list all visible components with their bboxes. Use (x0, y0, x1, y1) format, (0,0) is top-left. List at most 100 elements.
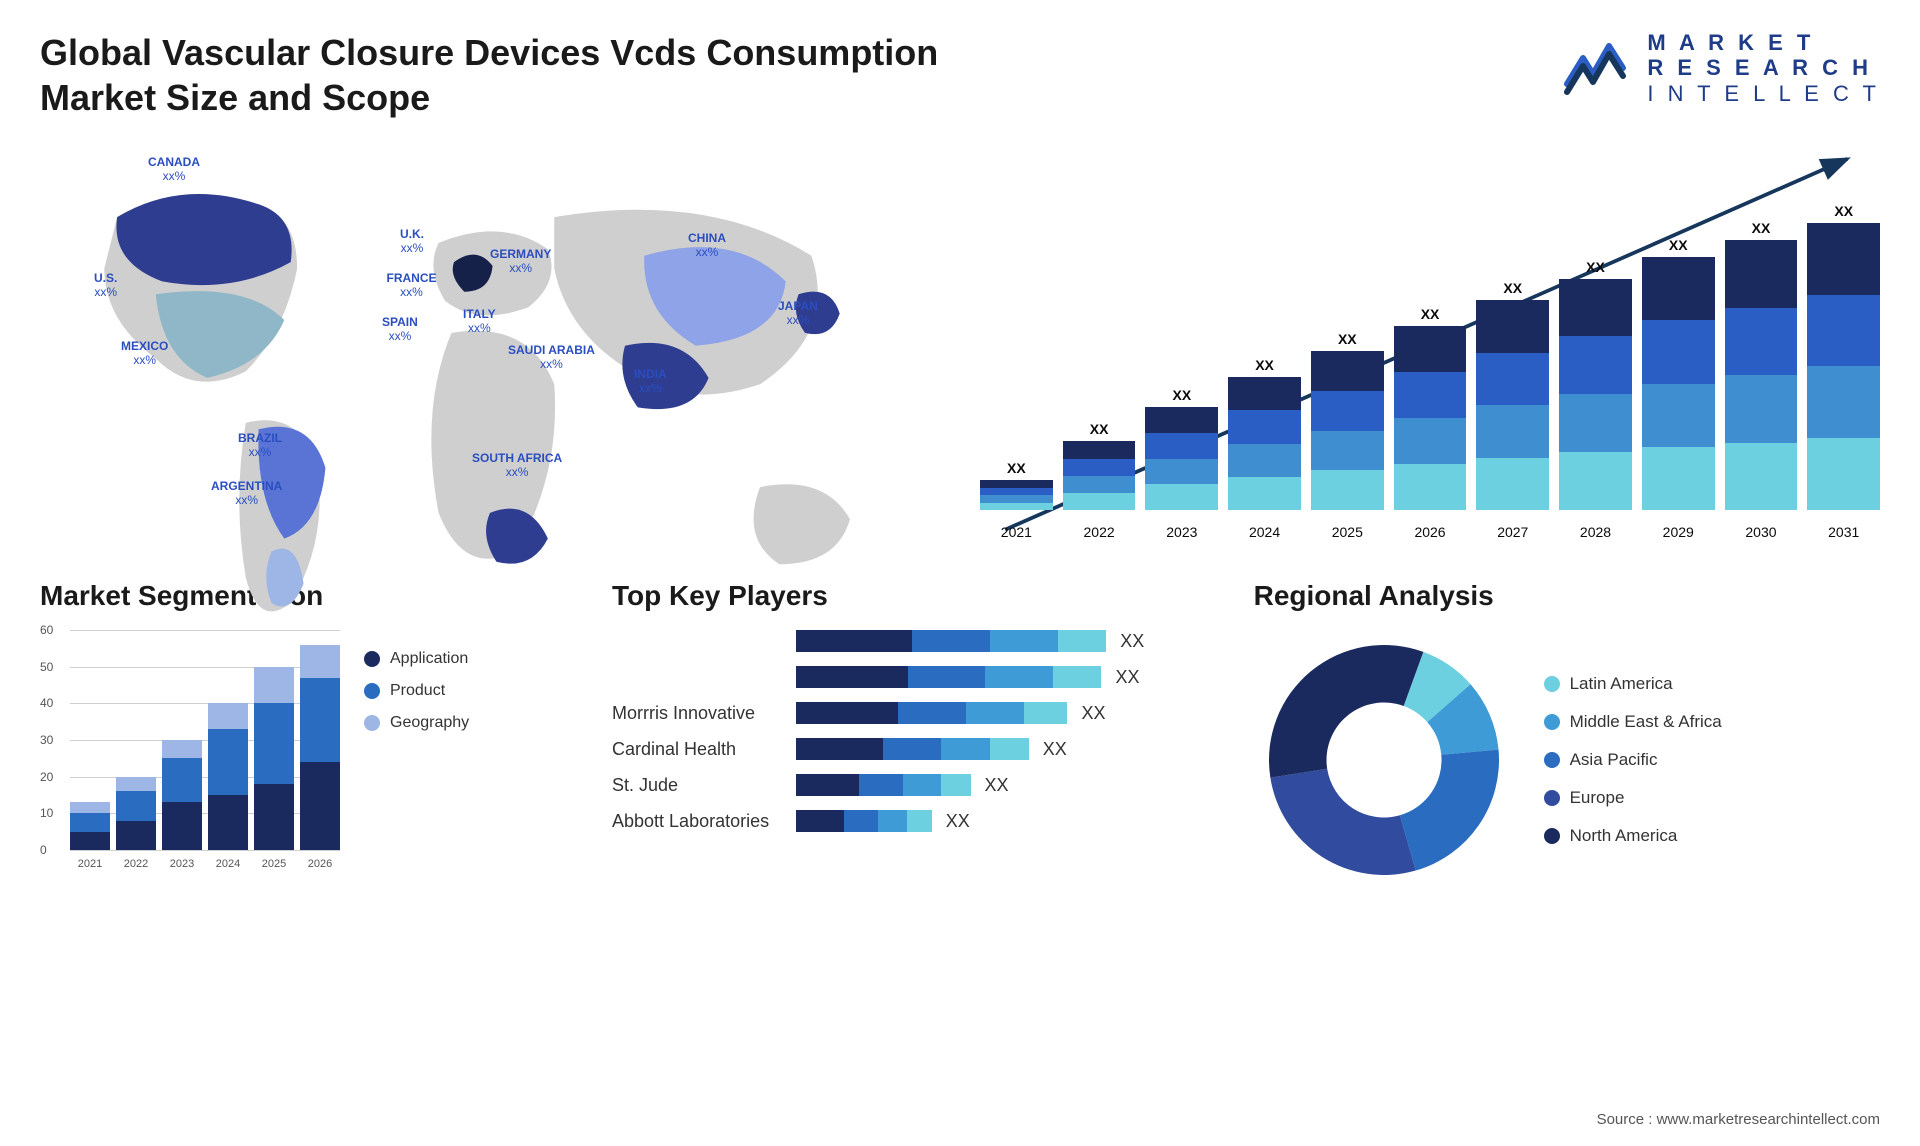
trend-year-tick: 2022 (1063, 524, 1136, 540)
donut-slice (1399, 750, 1498, 871)
seg-year-tick: 2025 (254, 858, 294, 870)
player-row: Cardinal Health XX (612, 738, 1204, 760)
seg-ytick: 30 (40, 733, 53, 747)
logo-line-3: I N T E L L E C T (1647, 81, 1880, 106)
seg-ytick: 10 (40, 806, 53, 820)
market-trend-chart: XXXXXXXXXXXXXXXXXXXXXX 20212022202320242… (980, 140, 1880, 540)
trend-bar: XX (1228, 357, 1301, 510)
donut-slice (1270, 769, 1415, 875)
map-label: U.S.xx% (94, 272, 117, 300)
player-row: Morrris Innovative XX (612, 702, 1204, 724)
trend-bar: XX (1476, 280, 1549, 510)
seg-bar (162, 740, 202, 850)
legend-item: Product (364, 682, 469, 700)
legend-item: Middle East & Africa (1544, 712, 1722, 732)
trend-year-tick: 2030 (1725, 524, 1798, 540)
players-chart: XX XX Morrris Innovative XX Cardinal Health X… (612, 630, 1204, 832)
map-label: ITALYxx% (463, 308, 496, 336)
map-label: CHINAxx% (688, 232, 726, 260)
donut-slice (1269, 645, 1423, 778)
source-text: Source : www.marketresearchintellect.com (1597, 1111, 1880, 1128)
seg-bar (254, 667, 294, 850)
seg-bar (116, 777, 156, 850)
seg-ytick: 50 (40, 660, 53, 674)
map-label: SPAINxx% (382, 316, 418, 344)
world-map-panel: CANADAxx% U.S.xx% MEXICOxx% BRAZILxx% ARGENT… (40, 140, 940, 540)
trend-year-tick: 2024 (1228, 524, 1301, 540)
regional-donut-chart (1254, 630, 1514, 890)
regional-legend: Latin America Middle East & Africa Asia Pa… (1544, 674, 1722, 846)
legend-item: Asia Pacific (1544, 750, 1722, 770)
seg-ytick: 60 (40, 623, 53, 637)
player-value: XX (946, 811, 970, 832)
player-bar (796, 702, 1068, 724)
player-value: XX (1120, 631, 1144, 652)
player-bar (796, 666, 1101, 688)
player-bar (796, 774, 971, 796)
trend-year-tick: 2025 (1311, 524, 1384, 540)
world-map-icon (40, 140, 940, 654)
player-row: XX (612, 666, 1204, 688)
legend-item: Geography (364, 714, 469, 732)
seg-bar (70, 802, 110, 850)
trend-bar: XX (1394, 306, 1467, 510)
logo-line-1: M A R K E T (1647, 30, 1880, 55)
player-value: XX (985, 775, 1009, 796)
trend-year-tick: 2027 (1476, 524, 1549, 540)
seg-year-tick: 2026 (300, 858, 340, 870)
player-label: Cardinal Health (612, 739, 782, 760)
trend-year-tick: 2021 (980, 524, 1053, 540)
segmentation-legend: ApplicationProductGeography (364, 630, 469, 870)
segmentation-chart: 0102030405060 202120222023202420252026 (40, 630, 340, 870)
map-label: JAPANxx% (778, 300, 818, 328)
trend-year-tick: 2026 (1394, 524, 1467, 540)
seg-ytick: 0 (40, 843, 47, 857)
trend-bar: XX (1725, 220, 1798, 510)
player-label: Morrris Innovative (612, 703, 782, 724)
seg-bar (208, 703, 248, 850)
map-label: FRANCExx% (387, 272, 437, 300)
map-label: CANADAxx% (148, 156, 200, 184)
seg-bar (300, 645, 340, 850)
map-label: BRAZILxx% (238, 432, 282, 460)
brand-logo: M A R K E T R E S E A R C H I N T E L L … (1563, 30, 1880, 106)
trend-year-tick: 2031 (1807, 524, 1880, 540)
map-label: INDIAxx% (634, 368, 667, 396)
legend-item: Latin America (1544, 674, 1722, 694)
page-title: Global Vascular Closure Devices Vcds Con… (40, 30, 940, 120)
player-row: Abbott Laboratories XX (612, 810, 1204, 832)
trend-bar: XX (1145, 387, 1218, 510)
trend-bar: XX (1642, 237, 1715, 510)
trend-bar: XX (1559, 259, 1632, 510)
trend-year-tick: 2028 (1559, 524, 1632, 540)
trend-bar: XX (1807, 203, 1880, 510)
logo-line-2: R E S E A R C H (1647, 55, 1880, 80)
regional-title: Regional Analysis (1254, 580, 1880, 612)
seg-year-tick: 2022 (116, 858, 156, 870)
map-label: SOUTH AFRICAxx% (472, 452, 562, 480)
map-label: U.K.xx% (400, 228, 424, 256)
trend-bar: XX (1311, 331, 1384, 510)
seg-year-tick: 2021 (70, 858, 110, 870)
player-label: St. Jude (612, 775, 782, 796)
map-label: ARGENTINAxx% (211, 480, 282, 508)
player-value: XX (1043, 739, 1067, 760)
legend-item: Europe (1544, 788, 1722, 808)
trend-bar: XX (1063, 421, 1136, 510)
player-value: XX (1082, 703, 1106, 724)
map-label: MEXICOxx% (121, 340, 168, 368)
seg-ytick: 20 (40, 770, 53, 784)
trend-bar: XX (980, 460, 1053, 510)
trend-year-tick: 2029 (1642, 524, 1715, 540)
seg-year-tick: 2023 (162, 858, 202, 870)
player-bar (796, 810, 932, 832)
player-bar (796, 738, 1029, 760)
trend-year-tick: 2023 (1145, 524, 1218, 540)
player-row: St. Jude XX (612, 774, 1204, 796)
player-label: Abbott Laboratories (612, 811, 782, 832)
seg-year-tick: 2024 (208, 858, 248, 870)
legend-item: North America (1544, 826, 1722, 846)
map-label: SAUDI ARABIAxx% (508, 344, 595, 372)
map-label: GERMANYxx% (490, 248, 551, 276)
player-value: XX (1115, 667, 1139, 688)
